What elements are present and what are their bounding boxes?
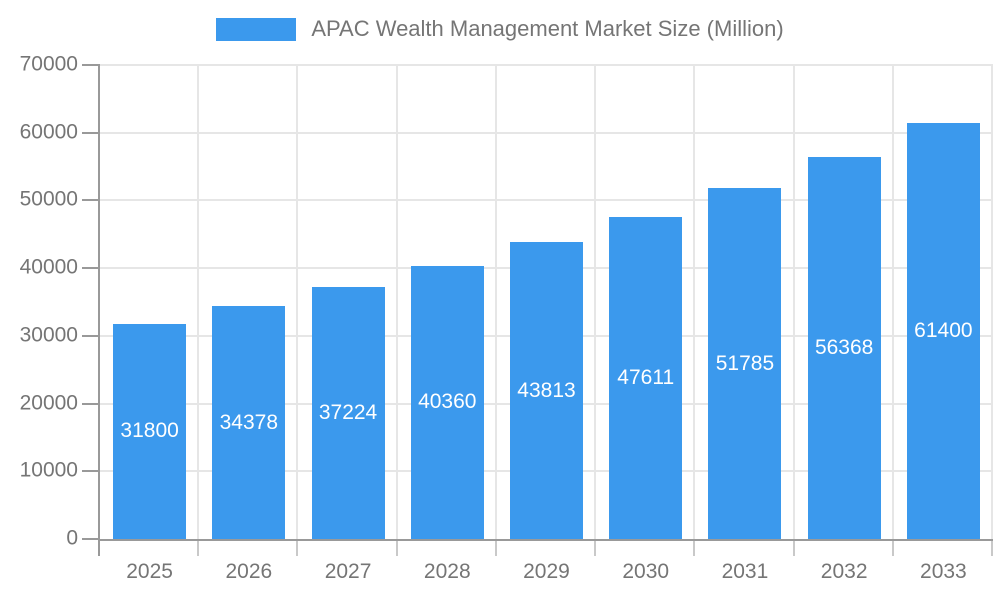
x-gridline bbox=[494, 65, 497, 539]
x-gridline bbox=[991, 65, 993, 539]
x-tick bbox=[693, 539, 696, 556]
bar-2027[interactable]: 37224 bbox=[311, 286, 385, 539]
bar-value-label: 61400 bbox=[914, 319, 973, 343]
x-tick-label: 2030 bbox=[622, 560, 670, 583]
y-gridline bbox=[100, 64, 993, 66]
x-tick bbox=[395, 539, 398, 556]
x-axis-line bbox=[98, 539, 993, 541]
x-tick bbox=[594, 539, 597, 556]
x-gridline bbox=[395, 65, 398, 539]
y-tick-label: 60000 bbox=[19, 120, 78, 144]
y-tick bbox=[82, 470, 100, 473]
x-gridline bbox=[693, 65, 696, 539]
bar-2028[interactable]: 40360 bbox=[410, 265, 484, 539]
y-tick-label: 20000 bbox=[19, 391, 78, 415]
x-gridline bbox=[594, 65, 597, 539]
y-tick bbox=[82, 402, 100, 405]
y-tick-label: 30000 bbox=[19, 323, 78, 347]
bar-value-label: 56368 bbox=[814, 336, 874, 360]
y-tick-label: 70000 bbox=[19, 52, 78, 76]
bar-2031[interactable]: 51785 bbox=[708, 188, 782, 539]
y-tick-label: 40000 bbox=[19, 255, 78, 279]
y-tick bbox=[82, 267, 100, 270]
bar-value-label: 43813 bbox=[517, 378, 576, 402]
bar-2030[interactable]: 47611 bbox=[609, 216, 683, 539]
x-tick-label: 2025 bbox=[126, 560, 173, 583]
y-tick-label: 10000 bbox=[19, 458, 78, 482]
x-tick bbox=[891, 539, 894, 556]
y-tick bbox=[82, 538, 100, 540]
x-tick-label: 2027 bbox=[324, 560, 372, 583]
y-tick bbox=[82, 64, 100, 66]
y-tick-label: 50000 bbox=[19, 187, 78, 211]
x-gridline bbox=[296, 65, 299, 539]
x-tick bbox=[494, 539, 497, 556]
y-gridline bbox=[100, 131, 993, 134]
bar-value-label: 31800 bbox=[120, 419, 179, 443]
x-tick bbox=[197, 539, 200, 556]
bar-2032[interactable]: 56368 bbox=[807, 157, 881, 539]
y-gridline bbox=[100, 199, 993, 202]
bar-2026[interactable]: 34378 bbox=[212, 306, 286, 539]
x-tick bbox=[296, 539, 299, 556]
x-tick-label: 2029 bbox=[523, 560, 570, 583]
y-tick bbox=[82, 131, 100, 134]
y-tick bbox=[82, 199, 100, 202]
legend-swatch bbox=[216, 17, 297, 41]
bar-value-label: 37224 bbox=[318, 400, 378, 424]
plot-area: 0 10000 20000 30000 40000 50000 60000 70000 3180… bbox=[20, 53, 993, 583]
bar-2029[interactable]: 43813 bbox=[510, 242, 583, 539]
x-tick-label: 2032 bbox=[820, 560, 868, 583]
y-tick bbox=[82, 334, 100, 337]
x-tick-label: 2033 bbox=[920, 560, 967, 583]
x-gridline bbox=[891, 65, 894, 539]
bar-2033[interactable]: 61400 bbox=[906, 123, 980, 539]
y-tick-label: 0 bbox=[66, 526, 78, 550]
y-axis-line bbox=[98, 65, 100, 556]
x-tick-label: 2026 bbox=[225, 560, 273, 583]
bar-value-label: 47611 bbox=[617, 365, 675, 389]
bar-value-label: 51785 bbox=[715, 351, 775, 375]
x-tick-label: 2028 bbox=[423, 560, 471, 583]
x-tick bbox=[792, 539, 795, 556]
bar-2025[interactable]: 31800 bbox=[113, 323, 187, 539]
bar-value-label: 34378 bbox=[219, 410, 279, 434]
x-gridline bbox=[197, 65, 200, 539]
x-tick-label: 2031 bbox=[721, 560, 769, 583]
x-gridline bbox=[792, 65, 795, 539]
legend[interactable]: APAC Wealth Management Market Size (Mill… bbox=[0, 16, 1000, 42]
x-tick bbox=[991, 539, 993, 556]
bar-value-label: 40360 bbox=[418, 390, 477, 414]
legend-label: APAC Wealth Management Market Size (Mill… bbox=[311, 16, 784, 41]
